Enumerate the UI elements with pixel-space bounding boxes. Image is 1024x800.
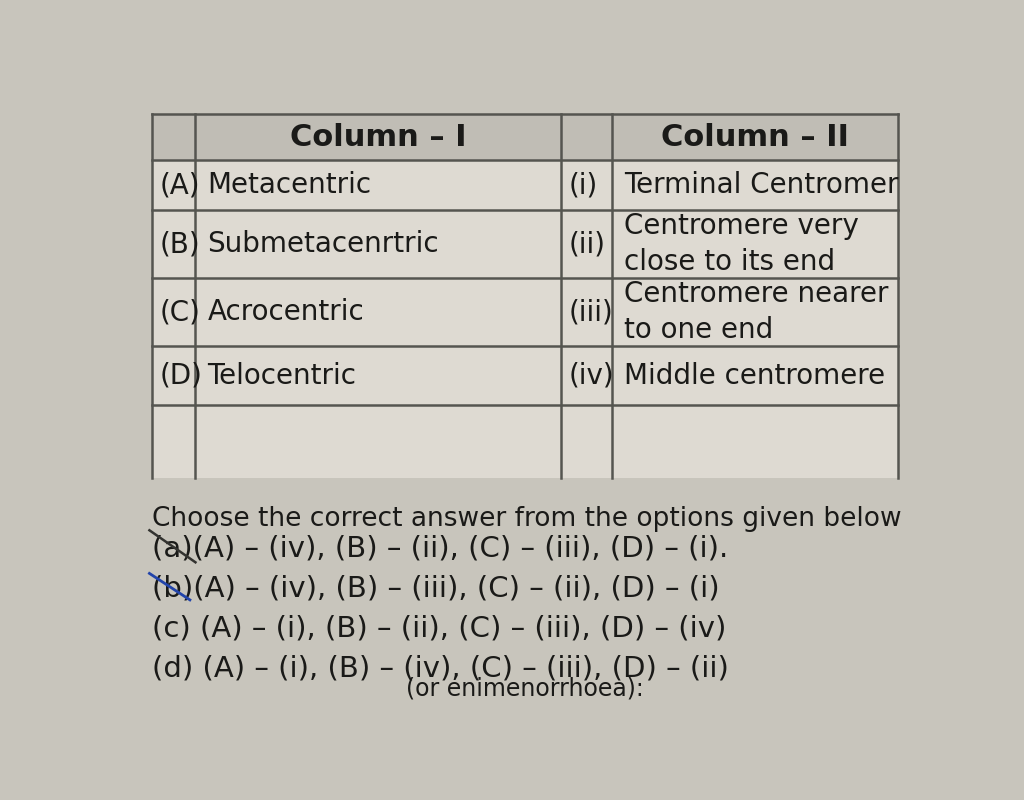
- Text: (b)(A) – (iv), (B) – (iii), (C) – (ii), (D) – (i): (b)(A) – (iv), (B) – (iii), (C) – (ii), …: [152, 574, 720, 603]
- Bar: [152, 114, 898, 478]
- Text: (iii): (iii): [568, 298, 613, 326]
- Text: (c) (A) – (i), (B) – (ii), (C) – (iii), (D) – (iv): (c) (A) – (i), (B) – (ii), (C) – (iii), …: [152, 615, 726, 643]
- Text: Terminal Centromer: Terminal Centromer: [624, 171, 898, 199]
- Text: (ii): (ii): [568, 230, 605, 258]
- Text: (i): (i): [568, 171, 598, 199]
- Text: Middle centromere: Middle centromere: [624, 362, 885, 390]
- Text: (a)(A) – (iv), (B) – (ii), (C) – (iii), (D) – (i).: (a)(A) – (iv), (B) – (ii), (C) – (iii), …: [152, 534, 728, 562]
- Text: Acrocentric: Acrocentric: [207, 298, 365, 326]
- Text: Choose the correct answer from the options given below: Choose the correct answer from the optio…: [152, 506, 901, 532]
- Text: Centromere very
close to its end: Centromere very close to its end: [624, 212, 859, 276]
- Bar: [152, 114, 898, 160]
- Text: (B): (B): [160, 230, 201, 258]
- Text: (or enimenorrhoea):: (or enimenorrhoea):: [406, 677, 644, 701]
- Text: Centromere nearer
to one end: Centromere nearer to one end: [624, 280, 889, 344]
- Text: Telocentric: Telocentric: [207, 362, 356, 390]
- Text: Metacentric: Metacentric: [207, 171, 372, 199]
- Text: Column – II: Column – II: [660, 123, 849, 152]
- Text: (D): (D): [160, 362, 203, 390]
- Text: (d) (A) – (i), (B) – (iv), (C) – (iii), (D) – (ii): (d) (A) – (i), (B) – (iv), (C) – (iii), …: [152, 655, 729, 683]
- Text: Submetacenrtric: Submetacenrtric: [207, 230, 439, 258]
- Text: (C): (C): [160, 298, 201, 326]
- Text: (A): (A): [160, 171, 201, 199]
- Text: (iv): (iv): [568, 362, 614, 390]
- Text: Column – I: Column – I: [290, 123, 466, 152]
